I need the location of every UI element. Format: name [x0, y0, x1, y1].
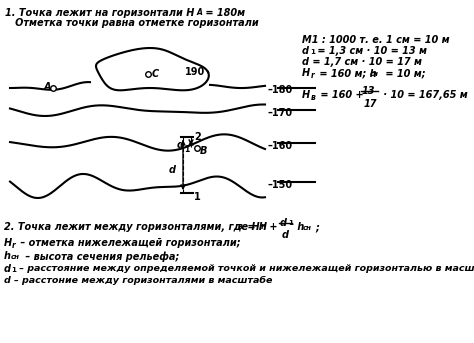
Text: – расстояние между определяемой точкой и нижележащей горизонталью в масштабе: – расстояние между определяемой точкой и… — [16, 264, 474, 273]
Text: 190: 190 — [185, 67, 205, 77]
Text: = 160 +: = 160 + — [317, 90, 367, 100]
Text: 1: 1 — [184, 145, 189, 154]
Text: C: C — [152, 69, 159, 79]
Text: А: А — [197, 8, 203, 17]
Text: Отметка точки равна отметке горизонтали: Отметка точки равна отметке горизонтали — [5, 18, 259, 28]
Text: 1: 1 — [194, 192, 201, 202]
Text: = 160 м; h: = 160 м; h — [316, 68, 377, 78]
Text: = 10 м;: = 10 м; — [382, 68, 426, 78]
Text: –160: –160 — [268, 141, 293, 151]
Text: 1: 1 — [288, 220, 293, 226]
Text: M1 : 1000 т. е. 1 см = 10 м: M1 : 1000 т. е. 1 см = 10 м — [302, 35, 450, 45]
Text: = H: = H — [244, 222, 267, 232]
Text: = 1,3 см · 10 = 13 м: = 1,3 см · 10 = 13 м — [314, 46, 427, 56]
Text: H: H — [302, 68, 310, 78]
Text: d: d — [282, 230, 289, 240]
Text: · 10 = 167,65 м: · 10 = 167,65 м — [380, 90, 468, 100]
Text: B: B — [200, 146, 207, 156]
Text: +: + — [266, 222, 281, 232]
Text: 1: 1 — [310, 49, 315, 55]
Text: в: в — [311, 93, 316, 102]
Text: d = 1,7 см · 10 = 17 м: d = 1,7 см · 10 = 17 м — [302, 57, 422, 67]
Text: 2: 2 — [194, 132, 201, 142]
Text: d: d — [169, 165, 176, 175]
Text: 1. Точка лежит на горизонтали H: 1. Точка лежит на горизонтали H — [5, 8, 194, 18]
Text: 17: 17 — [364, 99, 377, 109]
Text: в: в — [238, 222, 243, 231]
Text: h: h — [294, 222, 304, 232]
Text: d: d — [302, 46, 309, 56]
Text: d: d — [177, 140, 184, 150]
Text: 2. Точка лежит между горизонталями, где H: 2. Точка лежит между горизонталями, где … — [4, 222, 260, 232]
Text: H: H — [302, 90, 310, 100]
Text: сн: сн — [370, 71, 379, 77]
Text: r: r — [311, 71, 315, 80]
Text: d – расстоние между горизонталями в масштабе: d – расстоние между горизонталями в масш… — [4, 276, 273, 285]
Text: 13: 13 — [362, 86, 375, 96]
Text: – высота сечения рельефа;: – высота сечения рельефа; — [22, 251, 179, 261]
Text: d: d — [280, 218, 287, 228]
Text: ;: ; — [315, 222, 319, 232]
Text: r: r — [261, 222, 265, 231]
Text: –180: –180 — [268, 85, 293, 95]
Text: – отметка нижележащей горизонтали;: – отметка нижележащей горизонтали; — [17, 238, 241, 248]
Text: = 180м: = 180м — [202, 8, 245, 18]
Text: сн: сн — [11, 254, 20, 260]
Text: сн: сн — [303, 225, 312, 231]
Text: H: H — [4, 238, 12, 248]
Text: h: h — [4, 251, 11, 261]
Text: r: r — [12, 241, 16, 250]
Text: –170: –170 — [268, 108, 293, 118]
Text: –150: –150 — [268, 180, 293, 190]
Text: 1: 1 — [11, 267, 16, 273]
Text: d: d — [4, 264, 11, 274]
Text: A: A — [44, 82, 52, 92]
